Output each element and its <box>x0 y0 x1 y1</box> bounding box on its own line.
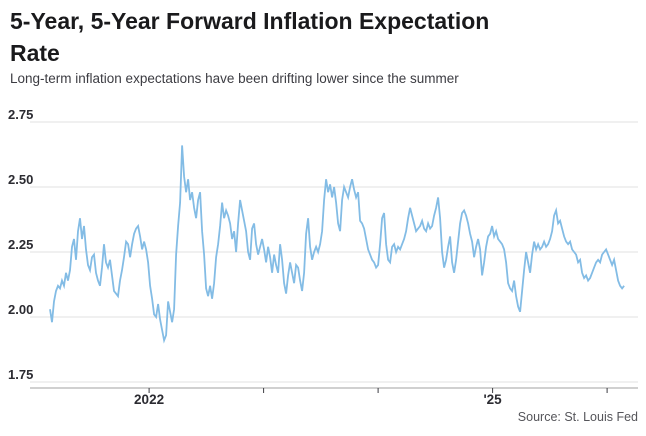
y-axis-label: 2.00 <box>8 301 34 317</box>
source-credit: Source: St. Louis Fed <box>517 410 638 424</box>
inflation-rate-line <box>49 145 625 344</box>
y-axis-label: 2.50 <box>8 171 34 187</box>
x-axis-label: 2022 <box>134 392 165 407</box>
y-axis-label: 2.25 <box>8 236 34 252</box>
x-axis-label: '25 <box>483 392 502 407</box>
y-axis-label: 1.75 <box>8 366 34 382</box>
page-title: 5-Year, 5-Year Forward Inflation Expecta… <box>10 5 610 69</box>
chart-subtitle: Long-term inflation expectations have be… <box>10 71 459 86</box>
y-axis-label: 2.75 <box>8 106 34 122</box>
title-line-1: 5-Year, 5-Year Forward Inflation Expecta… <box>10 8 490 34</box>
title-line-2: Rate <box>10 40 60 66</box>
